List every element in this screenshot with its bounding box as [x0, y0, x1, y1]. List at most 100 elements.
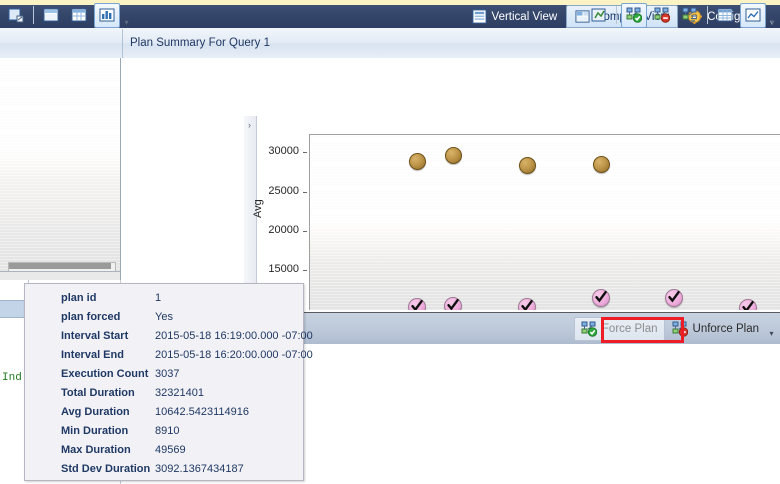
toolbar-grid-results[interactable]	[712, 3, 738, 28]
tooltip-row: Interval End 2015-05-18 16:20:00.000 -07:…	[25, 345, 313, 364]
chart-view-icon	[99, 7, 115, 23]
toolbar-separator	[616, 6, 617, 24]
unforce-plan-icon	[654, 7, 671, 23]
y-axis-tick-label: 25000	[268, 184, 299, 197]
chart-results-icon	[745, 7, 761, 23]
plot-area	[309, 134, 780, 326]
y-axis-tick-label: 20000	[268, 223, 299, 236]
tooltip-key: Execution Count	[61, 367, 149, 380]
plan-details-icon	[682, 7, 698, 23]
toolbar-open-query[interactable]	[3, 3, 29, 28]
data-point-plan-2[interactable]	[518, 157, 536, 175]
header-tab-label: Vertical View	[491, 10, 558, 23]
grid-list-icon	[472, 9, 487, 24]
tooltip-key: Std Dev Duration	[61, 462, 151, 475]
panel-splitter[interactable]	[244, 116, 257, 338]
panel-toolbar	[0, 28, 780, 59]
tooltip-value: 8910	[155, 424, 180, 437]
grid-results-icon	[717, 7, 733, 23]
y-axis-tick-mark	[303, 230, 307, 232]
data-point-forced-plan-1[interactable]	[592, 288, 610, 307]
force-plan-button[interactable]: Force Plan	[573, 316, 665, 341]
data-point-plan-2[interactable]	[408, 152, 426, 170]
plot-background-texture	[310, 135, 780, 325]
commandbar-rule	[121, 312, 780, 313]
tooltip-value: 2015-05-18 16:20:00.000 -07:00	[155, 348, 313, 361]
force-plan-icon	[626, 7, 643, 23]
toolbar-grid-view[interactable]	[66, 3, 92, 28]
toolbar-force-plan[interactable]	[621, 2, 647, 28]
tooltip-key: Interval End	[61, 348, 124, 361]
split-view-icon	[43, 7, 59, 23]
tooltip-key: Avg Duration	[61, 405, 130, 418]
y-axis-tick-mark	[303, 270, 307, 272]
tooltip-key: Interval Start	[61, 329, 129, 342]
open-query-icon	[8, 7, 24, 23]
command-button-label: Force Plan	[601, 322, 658, 335]
commandbar-spacer	[121, 310, 780, 312]
force-plan-icon	[581, 321, 598, 337]
header-tab-vertical-view[interactable]: Vertical View	[463, 5, 567, 28]
background-chart-panel	[0, 58, 121, 280]
y-axis-tick-mark	[303, 191, 307, 193]
tooltip-row: plan forced Yes	[25, 307, 303, 326]
window-top-strip	[0, 0, 780, 5]
toolbar-separator	[33, 6, 34, 24]
toolbar-split-view[interactable]	[38, 3, 64, 28]
tooltip-value: 3092.1367434187	[155, 462, 244, 475]
overflow-chevron-icon[interactable]: ▾	[770, 18, 775, 27]
toolbar-chart-results[interactable]	[740, 2, 766, 28]
tooltip-row: Total Duration 32321401	[25, 383, 303, 402]
y-axis-tick-mark	[303, 152, 307, 154]
tooltip-value: 1	[155, 291, 162, 304]
plan-summary-chart: › Avg 1000015000200002500030000 4:20 PM4…	[121, 58, 780, 342]
toolbar-divider	[122, 29, 123, 58]
tooltip-value: 10642.5423114916	[155, 405, 250, 418]
compare-plans-icon	[591, 7, 607, 23]
splitter-expand-icon[interactable]: ›	[248, 120, 251, 130]
editor-code-fragment: Ind	[2, 372, 22, 384]
y-axis-ticks: 1000015000200002500030000	[261, 134, 307, 324]
tooltip-value: 3037	[155, 367, 180, 380]
tooltip-value: Yes	[155, 310, 173, 323]
overflow-chevron-icon[interactable]: ▾	[769, 329, 774, 338]
toolbar-plan-details[interactable]	[677, 3, 703, 28]
tooltip-row: Std Dev Duration 3092.1367434187	[25, 459, 303, 478]
tooltip-row: Interval Start 2015-05-18 16:19:00.000 -0…	[25, 326, 313, 345]
panel-title: Plan Summary For Query 1	[130, 37, 270, 49]
editor-line-highlight	[0, 300, 28, 318]
plan-command-buttons[interactable]: Force Plan Unforce Plan ▾	[573, 316, 777, 341]
tooltip-key: Max Duration	[61, 443, 131, 456]
panel-texture	[0, 58, 120, 280]
tooltip-key: Min Duration	[61, 424, 129, 437]
tooltip-key: plan forced	[61, 310, 121, 323]
background-panel-footer	[0, 271, 120, 281]
tooltip-row: Avg Duration 10642.5423114916	[25, 402, 303, 421]
tooltip-value: 2015-05-18 16:19:00.000 -07:00	[155, 329, 313, 342]
toolbar-chart-view[interactable]	[94, 2, 120, 28]
overflow-chevron-icon[interactable]: ▾	[124, 18, 129, 27]
view-buttons-group[interactable]: ▾	[2, 2, 132, 28]
y-axis-tick-label: 15000	[268, 263, 299, 276]
force-plan-highlight-annotation	[601, 317, 684, 343]
data-point-plan-2[interactable]	[444, 147, 462, 165]
data-point-forced-plan-1[interactable]	[665, 289, 683, 307]
y-axis-tick-label: 30000	[268, 145, 299, 158]
toolbar-compare-plans[interactable]	[586, 3, 612, 28]
tooltip-key: plan id	[61, 291, 97, 304]
compact-view-icon	[575, 9, 590, 24]
data-point-plan-2[interactable]	[592, 155, 610, 173]
tooltip-key: Total Duration	[61, 386, 135, 399]
tooltip-row: plan id 1	[25, 288, 303, 307]
tooltip-row: Max Duration 49569	[25, 440, 303, 459]
toolbar-unforce-plan[interactable]	[649, 3, 675, 28]
tooltip-value: 49569	[155, 443, 186, 456]
background-panel-scroll-thumb[interactable]	[9, 263, 111, 269]
data-point-tooltip: plan id 1 plan forced Yes Interval Start 2015…	[24, 283, 313, 481]
grid-view-icon	[71, 7, 87, 23]
plan-actions-group[interactable]: ▾	[585, 2, 778, 28]
tooltip-row: Execution Count 3037	[25, 364, 303, 383]
toolbar-separator	[707, 6, 708, 24]
overflow-chevron-icon[interactable]: ▾	[769, 18, 774, 27]
tooltip-row: Min Duration 8910	[25, 421, 303, 440]
